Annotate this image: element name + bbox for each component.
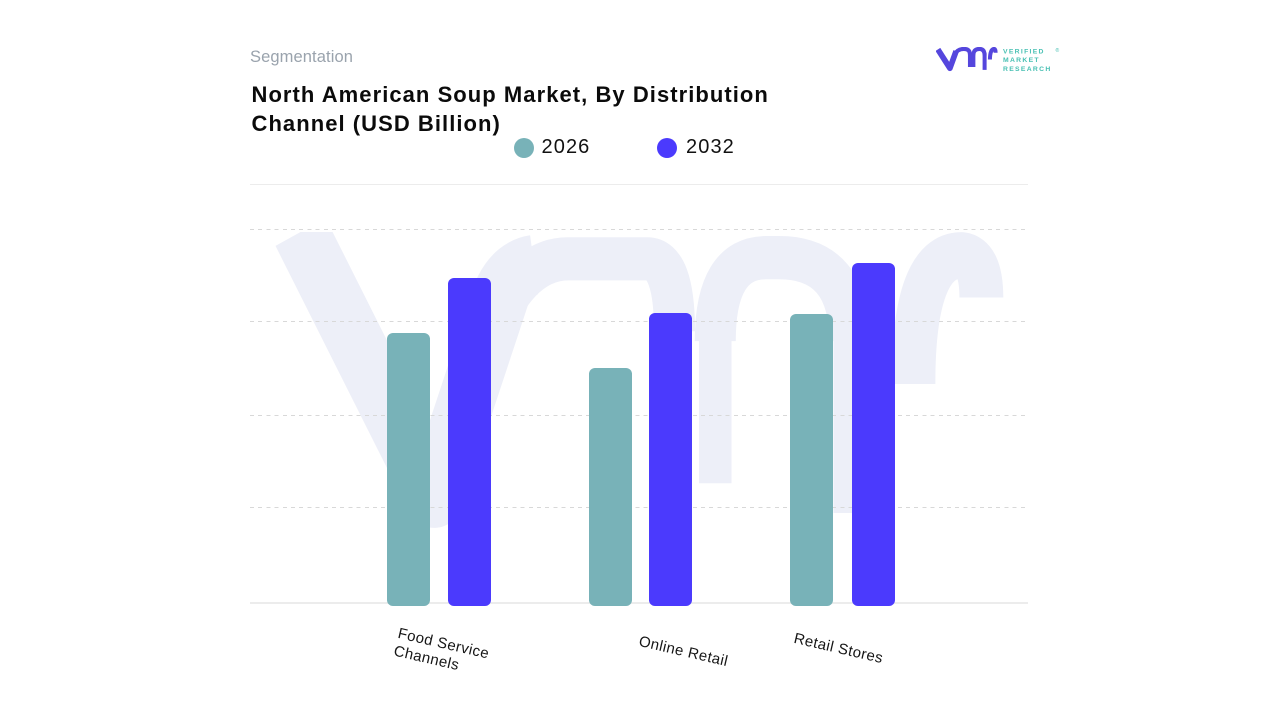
svg-text:MARKET: MARKET [1003, 57, 1040, 64]
svg-text:RESEARCH: RESEARCH [1003, 66, 1052, 73]
svg-text:®: ® [1056, 47, 1060, 54]
svg-text:VERIFIED: VERIFIED [1003, 48, 1045, 55]
